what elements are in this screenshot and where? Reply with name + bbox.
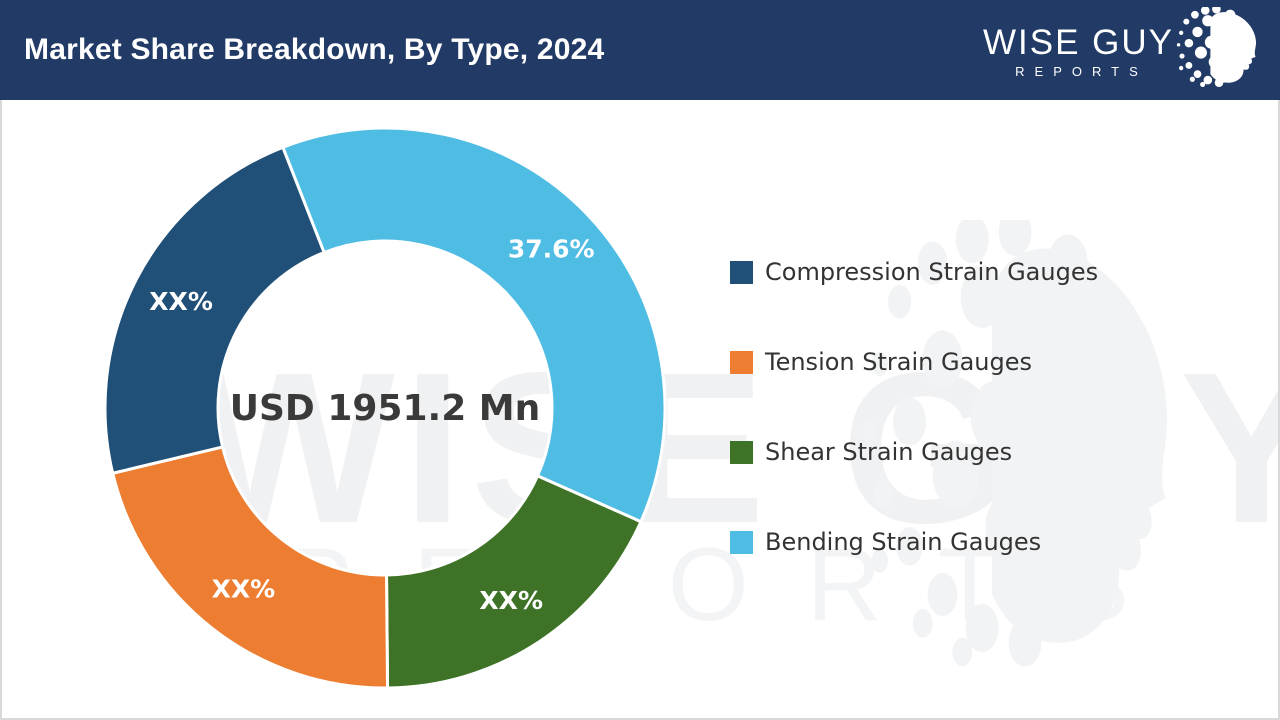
page-title: Market Share Breakdown, By Type, 2024 [24, 33, 605, 66]
chart-center-value: USD 1951.2 Mn [229, 387, 541, 429]
segment-value-label: 37.6% [508, 235, 595, 264]
segment-value-label: XX% [212, 575, 276, 604]
segment-value-label: XX% [479, 586, 543, 615]
watermark-face-icon [863, 220, 1168, 667]
segment-value-label: XX% [149, 287, 213, 316]
legend-item-bending-strain-gauges: Bending Strain Gauges [730, 526, 1098, 558]
donut-segment-shear-strain-gauges [385, 474, 643, 690]
legend-swatch [730, 350, 753, 374]
donut-segment-tension-strain-gauges [111, 445, 390, 690]
legend-label: Tension Strain Gauges [765, 348, 1032, 376]
donut-segment-bending-strain-gauges [281, 126, 667, 524]
brand-face-icon [1176, 7, 1257, 87]
brand-wordmark: WISE GUY [982, 23, 1174, 62]
legend-label: Shear Strain Gauges [765, 438, 1013, 466]
legend-swatch [730, 260, 753, 284]
donut-chart: 37.6% XX% XX% XX% [103, 126, 667, 690]
legend-label: Compression Strain Gauges [765, 258, 1099, 286]
legend-item-compression-strain-gauges: Compression Strain Gauges [730, 256, 1098, 288]
header-bar: Market Share Breakdown, By Type, 2024 WI… [0, 0, 1280, 100]
brand-logo-text: WISE GUY REPORTS [982, 23, 1174, 80]
legend-label: Bending Strain Gauges [765, 528, 1042, 556]
brand-subtitle: REPORTS [1015, 64, 1148, 79]
brand-logo: WISE GUY REPORTS [983, 7, 1262, 93]
chart-area: WISE GUY REPORTS 37.6% XX% XX% XX% USD 1951… [0, 100, 1280, 720]
donut-segment-compression-strain-gauges [103, 145, 326, 475]
legend-swatch [730, 440, 753, 464]
chart-legend: Compression Strain Gauges Tension Strain … [730, 256, 1098, 558]
legend-item-shear-strain-gauges: Shear Strain Gauges [730, 436, 1098, 468]
legend-swatch [730, 530, 753, 554]
legend-item-tension-strain-gauges: Tension Strain Gauges [730, 346, 1098, 378]
